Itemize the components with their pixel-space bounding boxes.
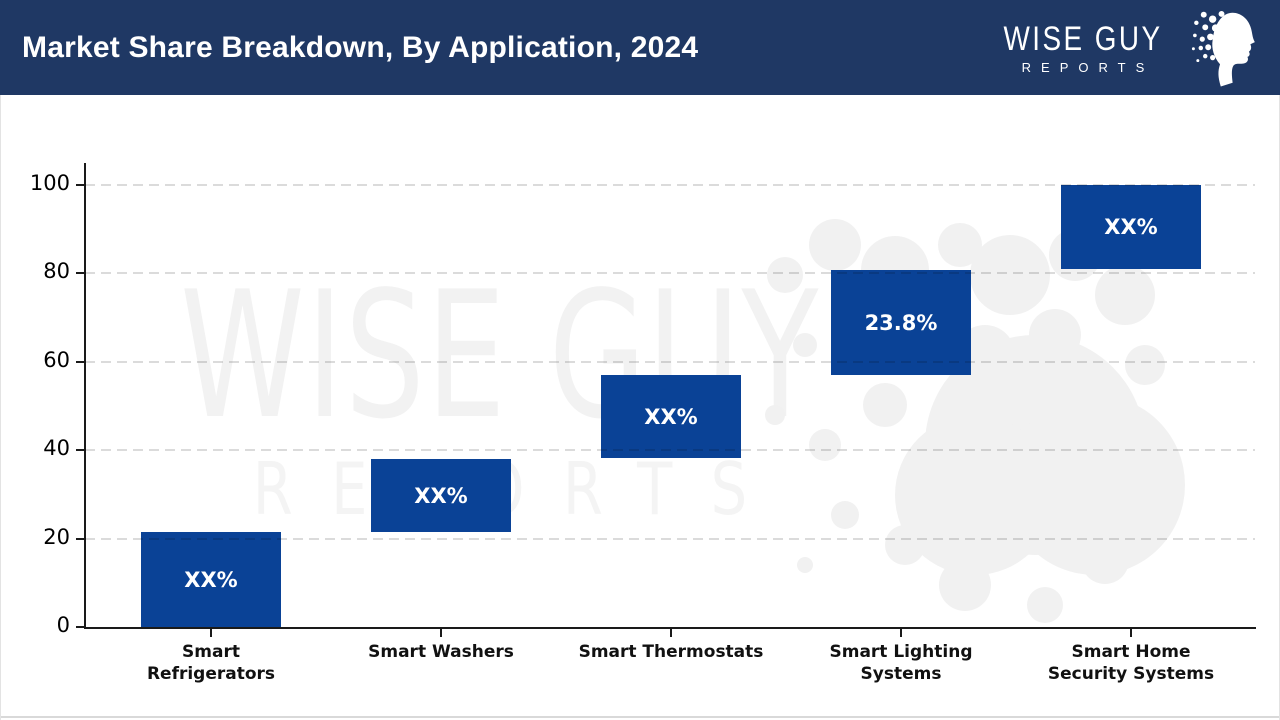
x-tick-label: Smart Lighting Systems <box>786 641 1016 685</box>
x-tick-label: Smart Refrigerators <box>96 641 326 685</box>
grid-line <box>85 184 1255 187</box>
y-axis <box>84 163 86 629</box>
grid-line <box>85 360 1255 363</box>
bottom-edge-line <box>0 716 1280 718</box>
x-tick-mark <box>900 629 902 637</box>
y-tick-mark <box>76 449 84 452</box>
y-tick-mark <box>76 272 84 275</box>
x-tick-label: Smart Thermostats <box>556 641 786 663</box>
logo-wordmark: WISE GUY <box>1003 20 1163 58</box>
bar: XX% <box>601 375 741 459</box>
y-tick-mark <box>76 537 84 540</box>
bar-value-label: XX% <box>644 404 698 429</box>
x-tick-label-line: Smart Washers <box>368 642 514 662</box>
y-tick-label: 0 <box>56 613 70 637</box>
y-tick-label: 40 <box>43 436 70 461</box>
x-tick-label-line: Smart Home <box>1071 642 1191 662</box>
y-tick-label: 60 <box>43 347 70 372</box>
x-tick-mark <box>670 629 672 637</box>
x-tick-mark <box>440 629 442 637</box>
x-tick-label-line: Smart <box>182 642 240 662</box>
x-tick-mark <box>1130 629 1132 637</box>
x-tick-label: Smart Washers <box>326 641 556 663</box>
y-tick-mark <box>76 360 84 363</box>
header-banner: Market Share Breakdown, By Application, … <box>0 0 1280 95</box>
dotted-head-icon <box>1191 10 1255 86</box>
x-tick-label-line: Refrigerators <box>146 664 276 684</box>
y-tick-label: 100 <box>29 171 70 196</box>
bar-value-label: 23.8% <box>864 310 938 335</box>
x-tick-label-line: Security Systems <box>1047 664 1215 684</box>
chart-area: WISE GUY REPORTS 0 20 40 60 80 100 XX% Smart Ref… <box>0 95 1280 720</box>
x-tick-label-line: Smart Thermostats <box>578 642 764 662</box>
bar-value-label: XX% <box>1104 215 1158 240</box>
bar: 23.8% <box>831 269 971 376</box>
y-tick-mark <box>76 184 84 187</box>
y-tick-mark <box>76 626 84 628</box>
bar-value-label: XX% <box>414 483 468 508</box>
watermark-wordmark: WISE GUY <box>180 255 820 458</box>
grid-line <box>85 537 1255 540</box>
wise-guy-logo: WISE GUY REPORTS <box>986 6 1260 90</box>
x-tick-label-line: Systems <box>860 664 942 684</box>
bar-value-label: XX% <box>184 567 238 592</box>
bar: XX% <box>1061 185 1201 270</box>
x-tick-label: Smart Home Security Systems <box>1016 641 1246 685</box>
logo-text: WISE GUY REPORTS <box>986 20 1180 75</box>
chart-title: Market Share Breakdown, By Application, … <box>22 30 699 64</box>
logo-subtitle: REPORTS <box>1021 60 1155 75</box>
left-edge-line <box>0 95 1 720</box>
x-tick-mark <box>210 629 212 637</box>
grid-line <box>85 449 1255 452</box>
y-tick-label: 20 <box>43 524 70 549</box>
x-tick-label-line: Smart Lighting <box>829 642 973 662</box>
y-tick-label: 80 <box>43 259 70 284</box>
x-axis <box>84 627 1256 629</box>
bar: XX% <box>371 459 511 532</box>
grid-line <box>85 272 1255 275</box>
bar: XX% <box>141 532 281 627</box>
